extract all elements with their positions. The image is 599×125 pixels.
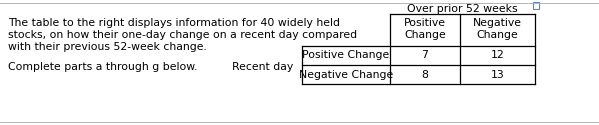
Text: Positive Change: Positive Change xyxy=(302,50,389,60)
Text: Over prior 52 weeks: Over prior 52 weeks xyxy=(407,4,518,14)
Text: Negative Change: Negative Change xyxy=(299,70,393,80)
Text: Recent day: Recent day xyxy=(232,62,294,72)
Text: with their previous 52-week change.: with their previous 52-week change. xyxy=(8,42,207,52)
Text: Positive
Change: Positive Change xyxy=(404,18,446,40)
Text: 8: 8 xyxy=(422,70,428,80)
Text: stocks, on how their one-day change on a recent day compared: stocks, on how their one-day change on a… xyxy=(8,30,357,40)
Text: 12: 12 xyxy=(491,50,504,60)
Text: The table to the right displays information for 40 widely held: The table to the right displays informat… xyxy=(8,18,340,28)
Text: 13: 13 xyxy=(491,70,504,80)
Text: 7: 7 xyxy=(422,50,428,60)
Text: Complete parts a through g below.: Complete parts a through g below. xyxy=(8,62,198,72)
Bar xyxy=(533,2,539,9)
Text: Negative
Change: Negative Change xyxy=(473,18,522,40)
